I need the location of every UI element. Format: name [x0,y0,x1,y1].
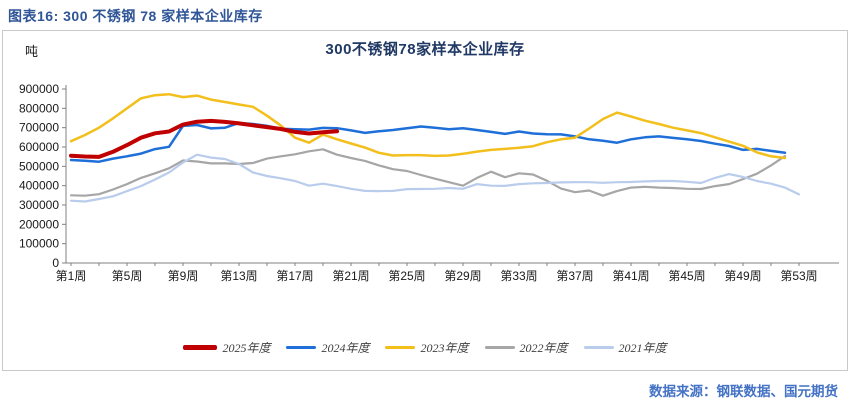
x-tick-label: 第13周 [220,269,257,283]
x-tick-label: 第37周 [556,269,593,283]
legend-item-2024年度: 2024年度 [286,339,369,356]
series-line-2024年度 [69,121,787,163]
y-axis-unit-label: 吨 [25,44,39,59]
y-tick-label: 800000 [19,101,59,115]
x-tick-label: 第45周 [668,269,705,283]
x-tick-label: 第5周 [112,269,143,283]
legend-item-2021年度: 2021年度 [583,339,667,356]
y-tick-label: 0 [52,256,59,270]
legend-swatch-2024年度 [286,346,317,349]
legend-item-2025年度: 2025年度 [183,339,270,356]
y-tick-label: 100000 [19,237,59,251]
x-tick-label: 第21周 [332,269,369,283]
data-source-text: 数据来源：钢联数据、国元期货 [649,384,838,399]
y-tick-label: 500000 [19,159,59,173]
x-tick-label: 第9周 [168,269,199,283]
chart-title: 300不锈钢78家样本企业库存 [325,41,525,58]
legend-label-2025年度: 2025年度 [222,341,271,355]
legend-label-2022年度: 2022年度 [519,341,568,355]
x-tick-label: 第49周 [724,269,761,283]
legend-swatch-2021年度 [583,346,614,349]
legend-label-2024年度: 2024年度 [321,341,370,355]
x-tick-label: 第53周 [780,269,817,283]
y-tick-label: 200000 [19,217,59,231]
legend-swatch-2023年度 [385,346,416,349]
legend-swatch-2025年度 [183,345,218,350]
y-tick-label: 900000 [19,82,59,96]
legend-item-2023年度: 2023年度 [385,339,469,356]
legend-item-2022年度: 2022年度 [484,339,568,356]
legend-label-2021年度: 2021年度 [618,341,667,355]
chart-legend: 2025年度 2024年度 2023年度 2022年度 2021年度 [3,339,847,356]
x-tick-label: 第29周 [444,269,481,283]
y-tick-label: 600000 [19,140,59,154]
x-tick-label: 第33周 [500,269,537,283]
y-tick-label: 400000 [19,179,59,193]
x-tick-label: 第41周 [612,269,649,283]
series-line-2025年度 [69,118,339,159]
x-tick-label: 第25周 [388,269,425,283]
legend-label-2023年度: 2023年度 [420,341,469,355]
figure-caption: 图表16: 300 不锈钢 78 家样本企业库存 [8,8,263,24]
series-line-2021年度 [69,153,801,203]
x-tick-label: 第17周 [276,269,313,283]
legend-swatch-2022年度 [484,346,515,349]
y-tick-label: 300000 [19,198,59,212]
series-line-2022年度 [69,148,787,197]
y-tick-label: 700000 [19,121,59,135]
series-line-2023年度 [69,92,787,160]
x-tick-label: 第1周 [56,269,87,283]
line-plot: 0 100000 200000 300000 400000 500000 600000 700… [19,82,839,283]
chart-container: 0 100000 200000 300000 400000 500000 600000 700… [2,30,848,371]
